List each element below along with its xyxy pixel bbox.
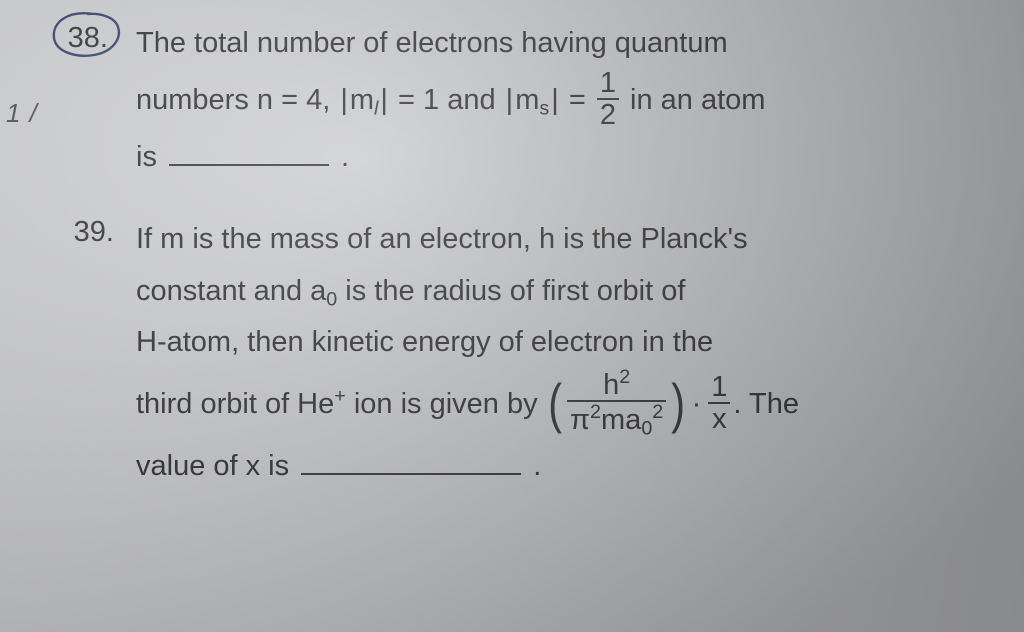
- numerator: 1: [708, 372, 730, 402]
- dot-operator: ·: [688, 388, 706, 420]
- subscript: s: [539, 97, 549, 119]
- text: is: [136, 141, 165, 173]
- text: numbers n = 4,: [136, 84, 338, 116]
- var: π: [570, 404, 590, 436]
- paren-left-icon: (: [548, 376, 562, 431]
- var: ma: [601, 404, 641, 436]
- text-line: numbers n = 4, ml = 1 and ms = 12 in an …: [136, 70, 984, 133]
- subscript: 0: [326, 288, 337, 310]
- denominator: x: [708, 402, 730, 434]
- superscript: 2: [652, 401, 663, 423]
- subscript: l: [374, 97, 378, 119]
- text-line: third orbit of He+ ion is given by ( h2 …: [136, 369, 984, 441]
- paren-right-icon: ): [672, 376, 686, 431]
- question-body: If m is the mass of an electron, h is th…: [136, 214, 984, 493]
- answer-blank: [301, 449, 521, 475]
- text-line: value of x is .: [136, 441, 984, 493]
- fraction-one-over-x: 1x: [708, 372, 730, 435]
- numerator: h2: [567, 367, 666, 400]
- parenthesized-expression: ( h2 π2ma02 ): [546, 369, 688, 441]
- var: m: [515, 84, 539, 116]
- abs-m-s: ms: [504, 84, 561, 116]
- question-number: 39.: [74, 216, 114, 249]
- text: is the radius of first orbit of: [337, 275, 685, 307]
- question-number-cell: 39.: [40, 214, 136, 247]
- text-line: The total number of electrons having qua…: [136, 18, 984, 70]
- text: value of x is: [136, 450, 297, 482]
- var: m: [350, 84, 374, 116]
- text: ion is given by: [346, 388, 546, 420]
- text: .: [333, 141, 349, 173]
- text: =: [561, 84, 594, 116]
- fraction-h2-over-pi2ma02: h2 π2ma02: [567, 367, 666, 439]
- text-line: constant and a0 is the radius of first o…: [136, 266, 984, 318]
- fraction-one-half: 12: [597, 68, 619, 131]
- circled-number: 38.: [62, 18, 114, 55]
- question-number: 38.: [68, 22, 108, 54]
- var: h: [603, 369, 619, 401]
- denominator: 2: [597, 98, 619, 130]
- page: 1 / 38. The total number of electrons ha…: [0, 0, 1024, 632]
- question-39: 39. If m is the mass of an electron, h i…: [40, 214, 984, 493]
- answer-blank: [169, 140, 329, 166]
- superscript: +: [334, 385, 346, 407]
- numerator: 1: [597, 68, 619, 98]
- question-number-cell: 38.: [40, 18, 136, 55]
- text: . The: [733, 388, 799, 420]
- margin-note: 1 /: [6, 98, 38, 129]
- superscript: 2: [590, 401, 601, 423]
- text-line: is .: [136, 132, 984, 184]
- text-line: H-atom, then kinetic energy of electron …: [136, 317, 984, 369]
- text: third orbit of He: [136, 388, 334, 420]
- text: .: [525, 450, 541, 482]
- text-line: If m is the mass of an electron, h is th…: [136, 214, 984, 266]
- question-body: The total number of electrons having qua…: [136, 18, 984, 184]
- text: = 1 and: [390, 84, 504, 116]
- superscript: 2: [619, 366, 630, 388]
- text: constant and a: [136, 275, 326, 307]
- text: in an atom: [622, 84, 765, 116]
- denominator: π2ma02: [567, 400, 666, 439]
- question-38: 38. The total number of electrons having…: [40, 18, 984, 184]
- subscript: 0: [641, 418, 652, 440]
- abs-m-l: ml: [338, 84, 390, 116]
